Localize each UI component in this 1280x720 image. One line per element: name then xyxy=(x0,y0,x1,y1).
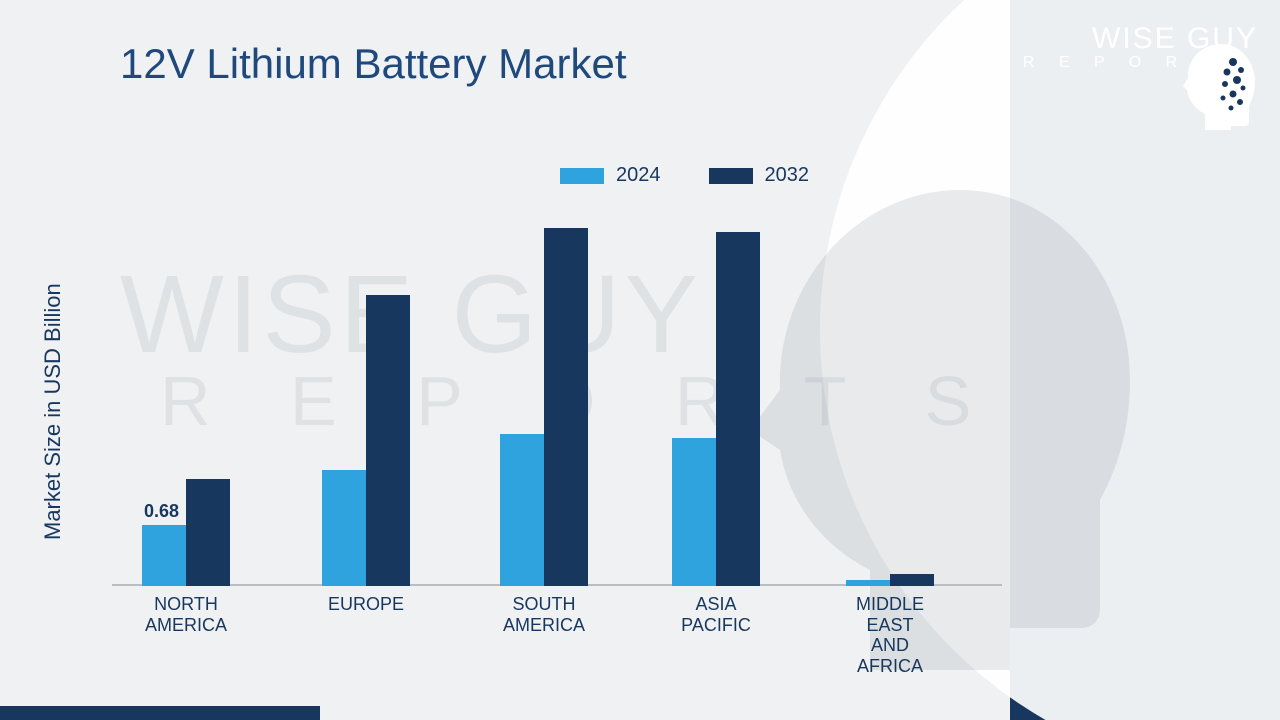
legend-item-2032: 2032 xyxy=(709,164,810,187)
legend-label-2024: 2024 xyxy=(616,164,661,187)
bar-v2024 xyxy=(322,470,366,586)
bar-v2024 xyxy=(500,434,544,586)
bar-v2024 xyxy=(142,525,186,586)
bar-group xyxy=(846,574,934,586)
brand-logo: WISE GUY R E P O R T S xyxy=(1023,22,1258,72)
bar-value-label: 0.68 xyxy=(144,501,179,522)
category-label: MIDDLEEASTANDAFRICA xyxy=(810,594,970,677)
bar-v2024 xyxy=(846,580,890,586)
legend-label-2032: 2032 xyxy=(765,164,810,187)
category-label: NORTHAMERICA xyxy=(106,594,266,635)
bar-v2032 xyxy=(544,228,588,586)
bar-group xyxy=(500,228,588,586)
logo-head-icon xyxy=(1183,42,1258,130)
bar-v2032 xyxy=(366,295,410,586)
bar-v2032 xyxy=(890,574,934,586)
category-label: ASIAPACIFIC xyxy=(636,594,796,635)
legend-item-2024: 2024 xyxy=(560,164,661,187)
chart-plot-area xyxy=(112,210,1002,586)
category-label: SOUTHAMERICA xyxy=(464,594,624,635)
legend: 2024 2032 xyxy=(560,164,809,187)
category-label: EUROPE xyxy=(286,594,446,615)
chart-title: 12V Lithium Battery Market xyxy=(120,40,627,88)
legend-swatch-2024 xyxy=(560,168,604,184)
bar-v2032 xyxy=(716,232,760,586)
bar-v2024 xyxy=(672,438,716,586)
bar-group xyxy=(142,479,230,586)
bar-v2032 xyxy=(186,479,230,586)
bar-group xyxy=(322,295,410,586)
y-axis-label: Market Size in USD Billion xyxy=(40,283,66,540)
chart-stage: WISE GUY R E P O R T S WISE GUY R E P O … xyxy=(0,0,1280,720)
bar-group xyxy=(672,232,760,586)
bottom-accent-bar xyxy=(0,706,320,720)
legend-swatch-2032 xyxy=(709,168,753,184)
